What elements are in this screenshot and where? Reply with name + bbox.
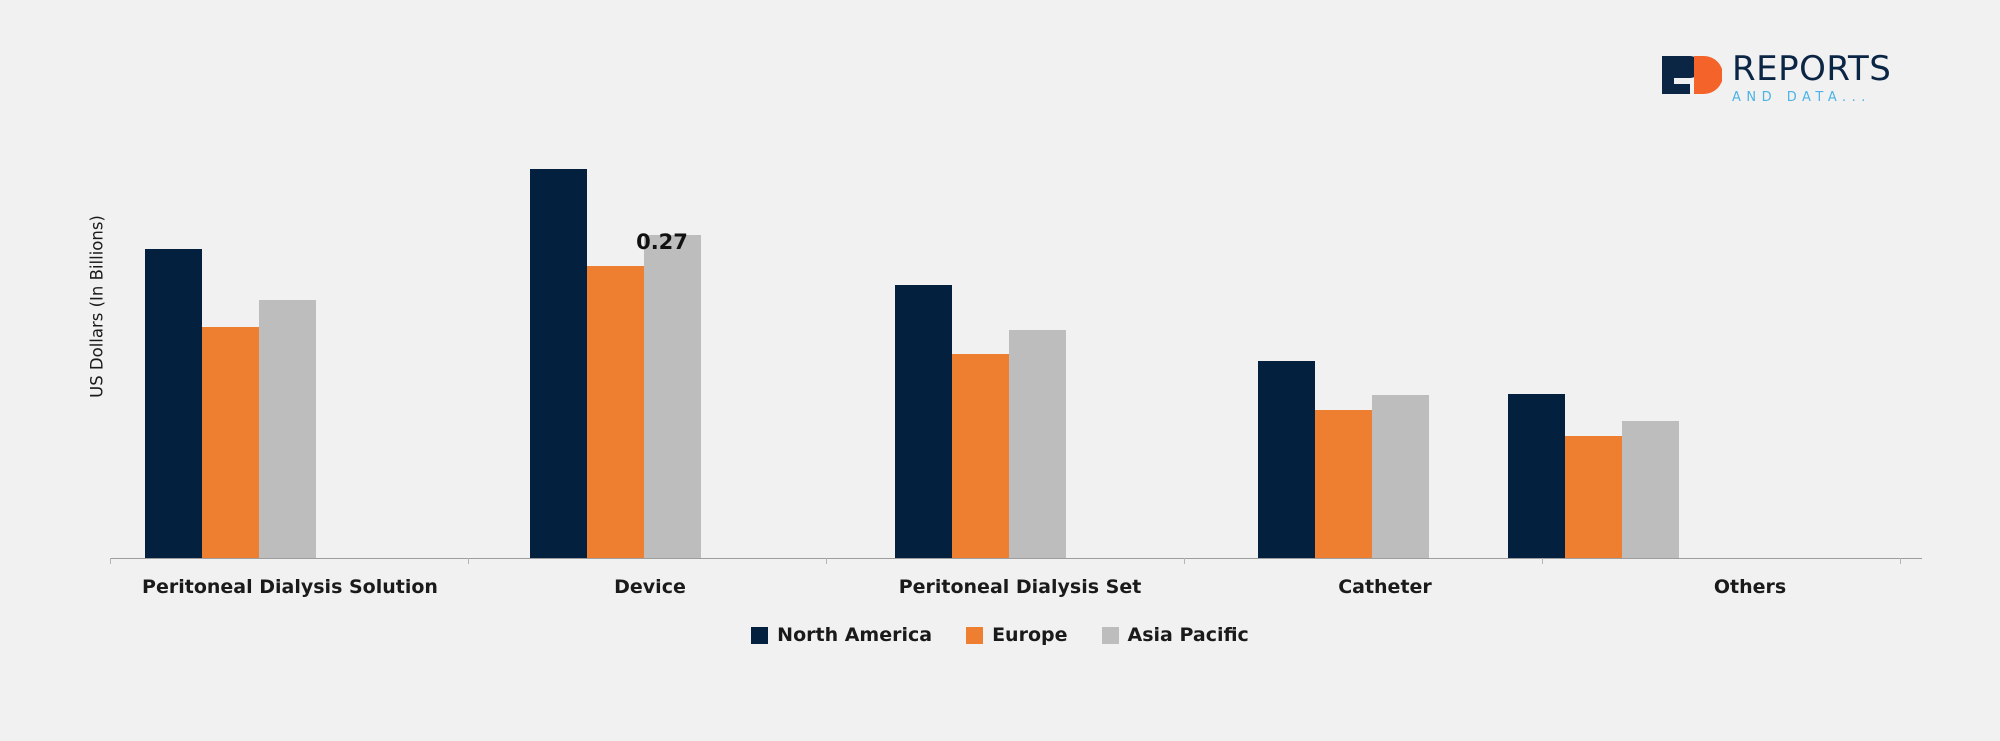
- bar-asia-pacific-device: [644, 235, 701, 558]
- bar-europe-peritoneal-dialysis-solution: [202, 327, 259, 558]
- bar-europe-device: [587, 266, 644, 558]
- category-label-peritoneal-dialysis-solution: Peritoneal Dialysis Solution: [142, 576, 438, 598]
- category-label-device: Device: [614, 576, 686, 598]
- category-label-others: Others: [1713, 576, 1787, 598]
- brand-subtitle: AND DATA...: [1732, 90, 1871, 105]
- category-label-peritoneal-dialysis-set: Peritoneal Dialysis Set: [898, 576, 1142, 598]
- legend-item-asia-pacific[interactable]: Asia Pacific: [1101, 624, 1249, 646]
- legend-label: Asia Pacific: [1127, 624, 1249, 646]
- bar-europe-peritoneal-dialysis-set: [952, 354, 1009, 558]
- category-label-catheter: Catheter: [1338, 576, 1432, 598]
- bar-asia-pacific-peritoneal-dialysis-solution: [259, 300, 316, 558]
- rd-monogram-icon: [1660, 54, 1723, 96]
- data-label-europe-device: 0.27: [636, 230, 688, 254]
- legend-label: North America: [777, 624, 933, 646]
- x-axis-tick: [826, 558, 827, 564]
- brand-logo: REPORTS AND DATA...: [1660, 52, 1900, 114]
- bar-north-america-device: [530, 169, 587, 558]
- x-axis-tick: [110, 558, 111, 564]
- legend-swatch-icon: [751, 626, 769, 644]
- legend-swatch-icon: [966, 626, 984, 644]
- legend-label: Europe: [992, 624, 1068, 646]
- bar-europe-catheter: [1315, 410, 1372, 558]
- bar-north-america-peritoneal-dialysis-solution: [145, 249, 202, 558]
- x-axis-tick: [468, 558, 469, 564]
- x-axis-tick: [1542, 558, 1543, 564]
- bar-north-america-others: [1508, 394, 1565, 558]
- bar-asia-pacific-others: [1622, 421, 1679, 558]
- x-axis-tick: [1900, 558, 1901, 564]
- legend-item-north-america[interactable]: North America: [751, 624, 932, 646]
- y-axis-title: US Dollars (In Billions): [87, 215, 107, 398]
- bar-north-america-peritoneal-dialysis-set: [895, 285, 952, 558]
- bar-asia-pacific-peritoneal-dialysis-set: [1009, 330, 1066, 558]
- x-axis-tick: [1184, 558, 1185, 564]
- bar-asia-pacific-catheter: [1372, 395, 1429, 558]
- legend-item-europe[interactable]: Europe: [966, 624, 1068, 646]
- x-axis-line: [110, 558, 1922, 559]
- legend-swatch-icon: [1101, 626, 1119, 644]
- brand-title: REPORTS: [1732, 49, 1892, 89]
- chart-legend: North America Europe Asia Pacific: [0, 624, 2000, 646]
- bar-north-america-catheter: [1258, 361, 1315, 558]
- bar-europe-others: [1565, 436, 1622, 558]
